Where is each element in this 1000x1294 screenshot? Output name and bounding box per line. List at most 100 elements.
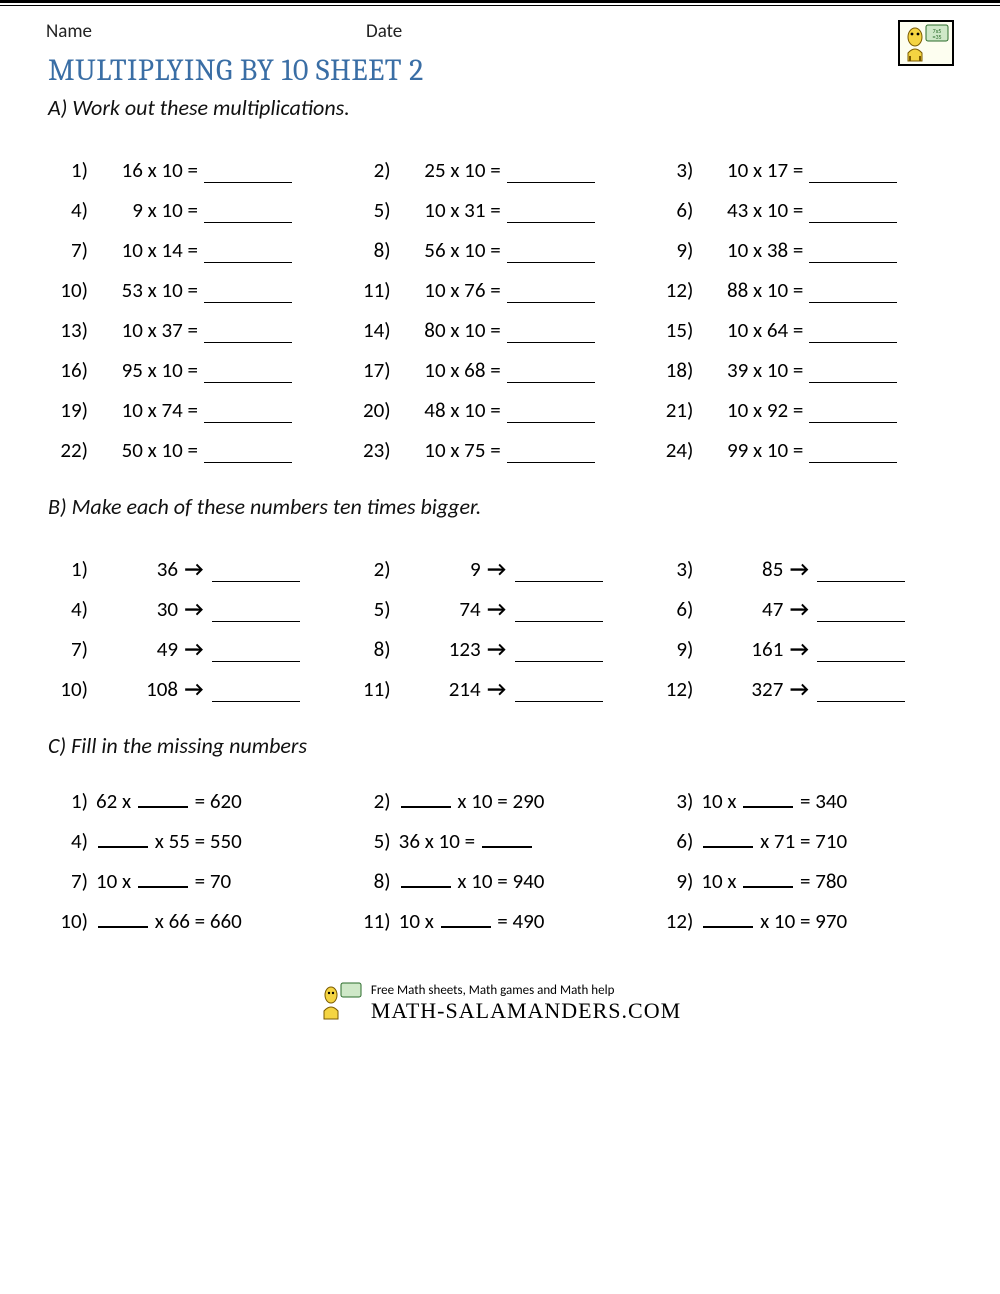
problem-row: 6) x 71 = 710 [651,821,954,861]
answer-blank[interactable] [743,804,793,808]
problem-expression: 50 x 10 = [92,437,200,463]
problem-number: 3) [651,788,697,814]
problem-number: 7) [46,636,92,662]
answer-blank[interactable] [809,160,897,183]
answer-blank[interactable] [809,280,897,303]
problem-row: 7)10 x 14 = [46,223,349,263]
problem-row: 2) x 10 = 290 [349,781,652,821]
answer-blank[interactable] [507,240,595,263]
answer-blank[interactable] [817,679,905,702]
problem-number: 4) [46,828,92,854]
section-a-grid: 1)16 x 10 =4)9 x 10 =7)10 x 14 =10)53 x … [46,143,954,463]
answer-blank[interactable] [441,924,491,928]
problem-number: 12) [651,676,697,702]
problem-number: 7) [46,237,92,263]
answer-blank[interactable] [212,639,300,662]
answer-blank[interactable] [204,320,292,343]
answer-blank[interactable] [809,400,897,423]
answer-blank[interactable] [98,924,148,928]
answer-blank[interactable] [703,924,753,928]
answer-blank[interactable] [515,559,603,582]
answer-blank[interactable] [138,884,188,888]
problem-number: 2) [349,788,395,814]
answer-blank[interactable] [809,240,897,263]
answer-blank[interactable] [817,639,905,662]
answer-blank[interactable] [703,844,753,848]
answer-blank[interactable] [204,400,292,423]
problem-row: 22)50 x 10 = [46,423,349,463]
problem-number: 5) [349,197,395,223]
problem-number: 2) [349,157,395,183]
answer-blank[interactable] [817,559,905,582]
problem-row: 5)10 x 31 = [349,183,652,223]
problem-row: 18)39 x 10 = [651,343,954,383]
answer-blank[interactable] [204,240,292,263]
problem-number: 16) [46,357,92,383]
arrow-icon: → [785,596,813,622]
problem-number: 12) [651,277,697,303]
answer-blank[interactable] [515,639,603,662]
answer-blank[interactable] [507,160,595,183]
arrow-icon: → [785,676,813,702]
section-c-instruction: C) Fill in the missing numbers [48,732,954,759]
answer-blank[interactable] [809,360,897,383]
arrow-icon: → [785,636,813,662]
answer-blank[interactable] [401,884,451,888]
answer-blank[interactable] [482,844,532,848]
problem-expression: 10 x 38 = [697,237,805,263]
problem-row: 1)16 x 10 = [46,143,349,183]
answer-blank[interactable] [204,200,292,223]
problem-row: 4)9 x 10 = [46,183,349,223]
problem-number: 9) [651,636,697,662]
problem-expression: 39 x 10 = [697,357,805,383]
answer-blank[interactable] [212,559,300,582]
problem-number: 24) [651,437,697,463]
answer-blank[interactable] [401,804,451,808]
problem-row: 7)49→ [46,622,349,662]
problem-number: 19) [46,397,92,423]
answer-blank[interactable] [817,599,905,622]
answer-blank[interactable] [507,320,595,343]
answer-blank[interactable] [98,844,148,848]
problem-expression: 95 x 10 = [92,357,200,383]
problem-row: 8)123→ [349,622,652,662]
problem-number: 17) [349,357,395,383]
problem-row: 9)10 x = 780 [651,861,954,901]
problem-number: 21) [651,397,697,423]
answer-blank[interactable] [212,599,300,622]
problem-expression: 10 x = 70 [92,868,231,894]
answer-blank[interactable] [809,440,897,463]
answer-blank[interactable] [507,400,595,423]
answer-blank[interactable] [515,679,603,702]
answer-blank[interactable] [743,884,793,888]
answer-blank[interactable] [204,160,292,183]
problem-row: 1)36→ [46,542,349,582]
answer-blank[interactable] [515,599,603,622]
answer-blank[interactable] [204,440,292,463]
problem-expression: 10 x 74 = [92,397,200,423]
problem-number: 23) [349,437,395,463]
problem-number: 5) [349,596,395,622]
date-label: Date [366,20,402,43]
answer-blank[interactable] [507,280,595,303]
problem-row: 10)108→ [46,662,349,702]
problem-row: 9)10 x 38 = [651,223,954,263]
problem-value: 214 [395,676,483,702]
answer-blank[interactable] [204,360,292,383]
problem-row: 4)30→ [46,582,349,622]
problem-number: 6) [651,596,697,622]
answer-blank[interactable] [507,440,595,463]
problem-expression: 99 x 10 = [697,437,805,463]
answer-blank[interactable] [809,200,897,223]
answer-blank[interactable] [138,804,188,808]
problem-value: 47 [697,596,785,622]
answer-blank[interactable] [507,200,595,223]
footer-site-m: M [371,998,392,1023]
problem-number: 8) [349,868,395,894]
problem-value: 327 [697,676,785,702]
answer-blank[interactable] [212,679,300,702]
answer-blank[interactable] [507,360,595,383]
footer: Free Math sheets, Math games and Math he… [46,981,954,1026]
answer-blank[interactable] [809,320,897,343]
answer-blank[interactable] [204,280,292,303]
